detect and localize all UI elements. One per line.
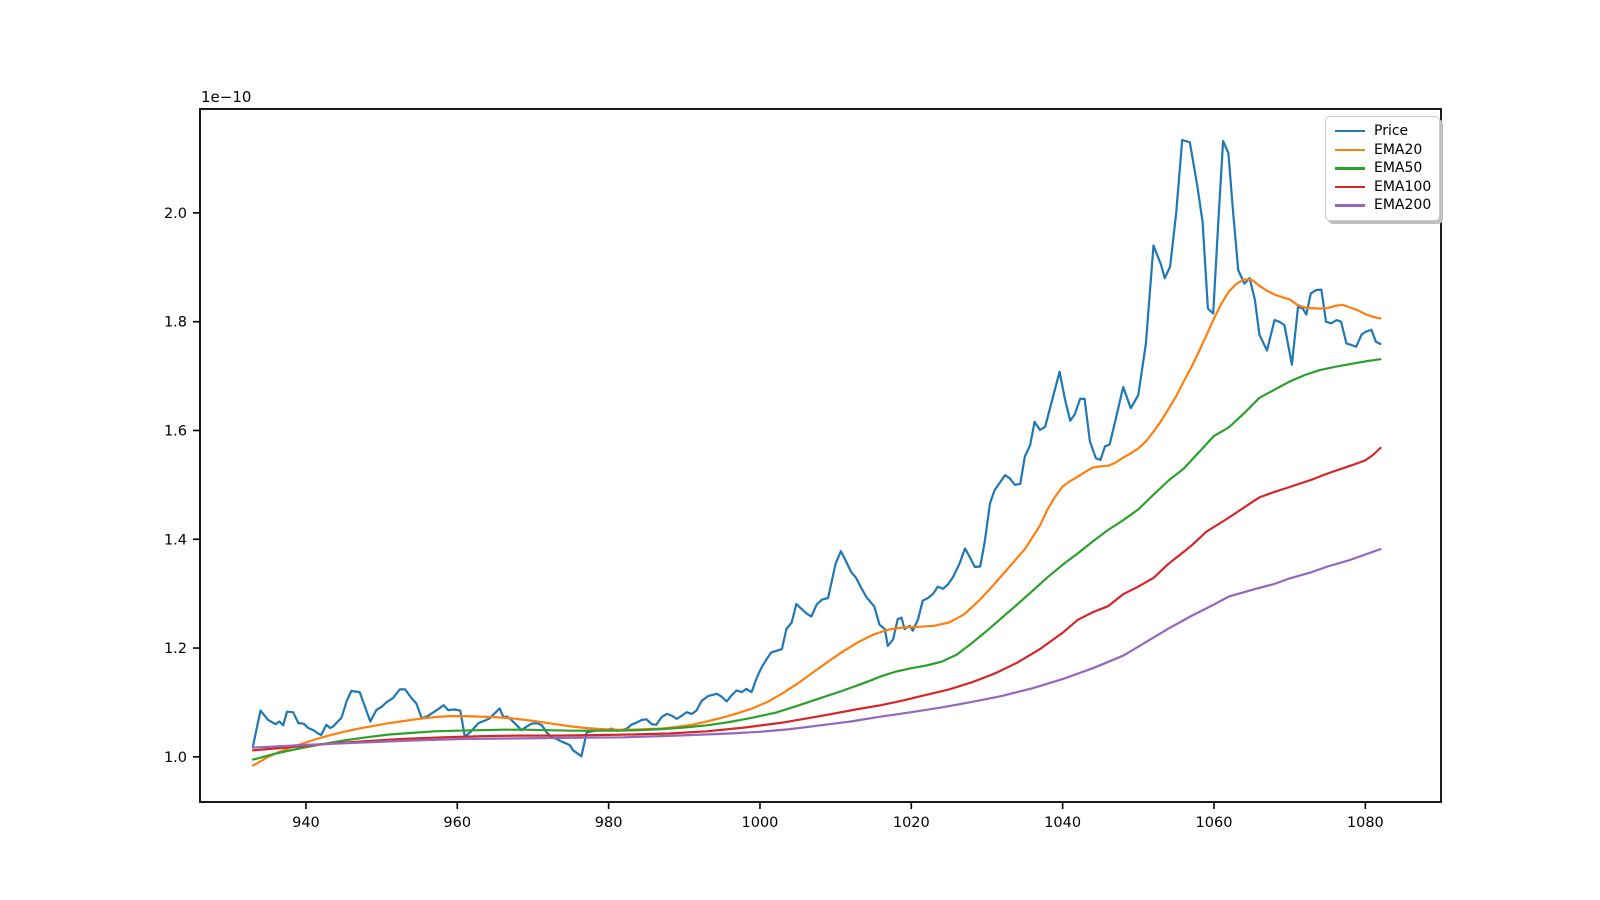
y-tick-label: 1.0 (164, 750, 187, 766)
x-tick-label: 1060 (1196, 815, 1233, 831)
legend-item-price: Price (1335, 122, 1431, 141)
legend-label-ema100: EMA100 (1374, 178, 1432, 195)
x-tick-label: 940 (292, 815, 320, 831)
x-tick-label: 1000 (742, 815, 779, 831)
y-axis-offset-label: 1e−10 (201, 88, 252, 106)
x-tick-label: 960 (443, 815, 471, 831)
x-tick-label: 980 (595, 815, 623, 831)
legend-item-ema100: EMA100 (1335, 178, 1431, 197)
legend-line-sample-ema50 (1335, 167, 1365, 170)
x-tick-label: 1080 (1347, 815, 1384, 831)
x-tick-label: 1020 (893, 815, 930, 831)
legend-label-price: Price (1374, 123, 1409, 139)
y-tick-label: 1.8 (164, 315, 187, 331)
series-line-ema100 (251, 446, 1382, 752)
series-line-price (251, 138, 1382, 758)
series-line-ema20 (251, 278, 1382, 767)
legend: Price EMA20 EMA50 EMA100 EMA200 (1325, 116, 1441, 221)
y-tick-label: 1.4 (164, 532, 187, 548)
series-line-ema50 (251, 358, 1382, 761)
legend-line-sample-ema200 (1335, 204, 1365, 207)
axes-frame (199, 108, 1442, 803)
legend-item-ema20: EMA20 (1335, 141, 1431, 160)
legend-label-ema20: EMA20 (1374, 141, 1423, 158)
legend-item-ema200: EMA200 (1335, 196, 1431, 215)
legend-line-sample-ema20 (1335, 148, 1365, 152)
y-tick-label: 1.6 (164, 423, 187, 439)
y-tick-label: 1.2 (164, 641, 187, 657)
legend-label-ema200: EMA200 (1374, 197, 1432, 214)
legend-item-ema50: EMA50 (1335, 159, 1431, 178)
series-line-ema200 (251, 547, 1382, 749)
legend-label-ema50: EMA50 (1374, 160, 1423, 177)
y-tick-label: 2.0 (164, 206, 187, 222)
x-tick-label: 1040 (1044, 815, 1081, 831)
legend-line-sample-price (1335, 130, 1365, 133)
legend-line-sample-ema100 (1335, 185, 1365, 189)
